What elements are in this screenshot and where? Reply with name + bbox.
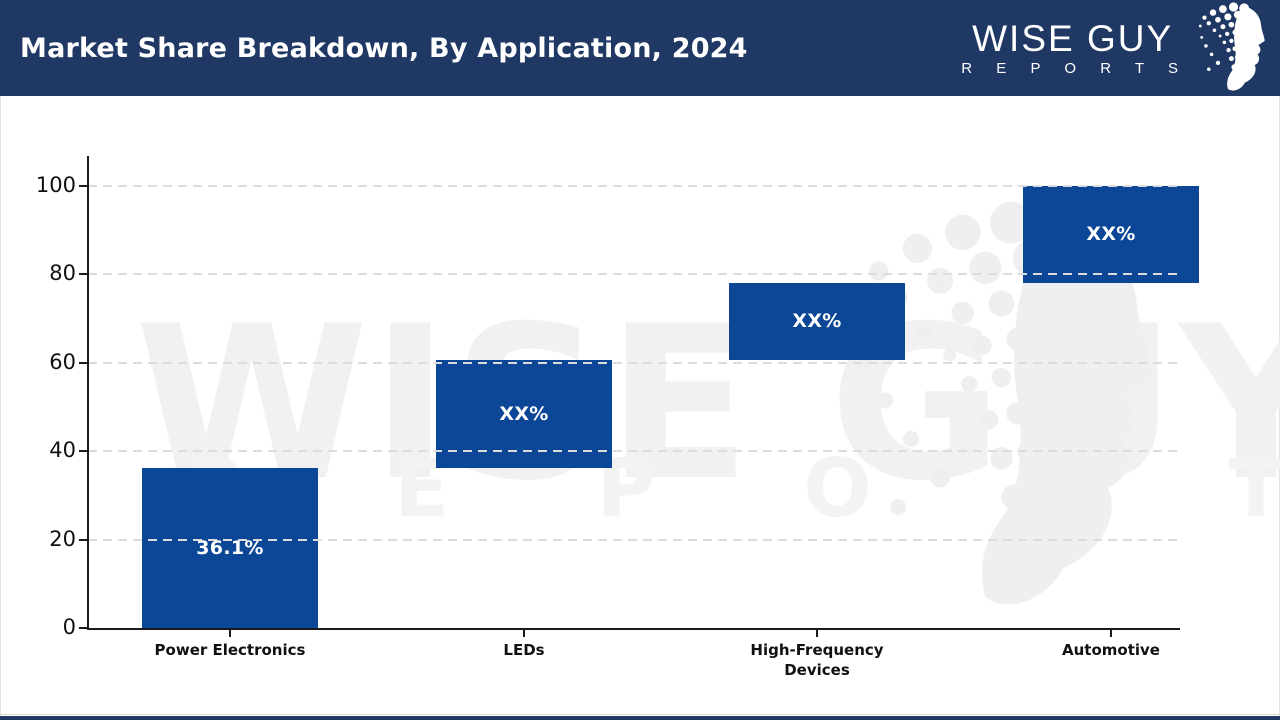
x-tick-power-electronics bbox=[229, 630, 231, 637]
x-tick-leds bbox=[523, 630, 525, 637]
x-tick-automotive bbox=[1110, 630, 1112, 637]
gridline-60 bbox=[88, 361, 1180, 364]
y-axis-line bbox=[87, 156, 89, 630]
dotted-head-logo-icon bbox=[1198, 2, 1265, 91]
brand-logo: WISE GUY R E P O R T S bbox=[957, 0, 1266, 96]
bar-label-power-electronics: 36.1% bbox=[196, 537, 264, 560]
bottom-hairline bbox=[0, 714, 1280, 715]
bar-high-frequency-devices: XX% bbox=[729, 282, 905, 361]
y-tick-label-0: 0 bbox=[62, 615, 76, 639]
bar-power-electronics: 36.1% bbox=[142, 468, 318, 628]
y-tick-label-40: 40 bbox=[49, 438, 76, 463]
y-tick-80 bbox=[79, 273, 87, 276]
brand-name: WISE GUY bbox=[972, 18, 1174, 59]
gridline-80 bbox=[88, 273, 1180, 276]
y-tick-0 bbox=[79, 627, 87, 629]
x-label-automotive: Automotive bbox=[1062, 641, 1160, 659]
x-label-leds: LEDs bbox=[503, 641, 545, 659]
y-tick-label-80: 80 bbox=[49, 261, 76, 286]
header-bar: Market Share Breakdown, By Application, … bbox=[0, 0, 1280, 96]
brand-wordmark: WISE GUY R E P O R T S bbox=[957, 20, 1188, 76]
gridline-20 bbox=[88, 538, 1180, 541]
bar-label-high-frequency-devices: XX% bbox=[792, 310, 842, 333]
y-tick-40 bbox=[79, 450, 87, 453]
chart-title: Market Share Breakdown, By Application, … bbox=[20, 32, 748, 64]
gridline-40 bbox=[88, 450, 1180, 453]
left-border bbox=[0, 96, 1, 716]
x-axis-line bbox=[87, 628, 1180, 630]
brand-subname: R E P O R T S bbox=[961, 60, 1188, 77]
bar-label-automotive: XX% bbox=[1086, 223, 1136, 246]
gridline-100 bbox=[88, 185, 1180, 187]
bar-automotive: XX% bbox=[1023, 186, 1199, 283]
footer-bar bbox=[0, 716, 1280, 720]
y-tick-100 bbox=[79, 185, 87, 187]
x-label-power-electronics: Power Electronics bbox=[154, 641, 306, 659]
x-label-high-frequency-devices: High-Frequency Devices bbox=[750, 641, 884, 680]
y-tick-60 bbox=[79, 361, 87, 364]
y-tick-label-100: 100 bbox=[35, 173, 76, 197]
y-tick-label-60: 60 bbox=[49, 349, 76, 374]
y-tick-20 bbox=[79, 538, 87, 541]
x-tick-high-frequency-devices bbox=[816, 630, 818, 637]
bar-label-leds: XX% bbox=[499, 403, 549, 426]
y-tick-label-20: 20 bbox=[49, 526, 76, 551]
